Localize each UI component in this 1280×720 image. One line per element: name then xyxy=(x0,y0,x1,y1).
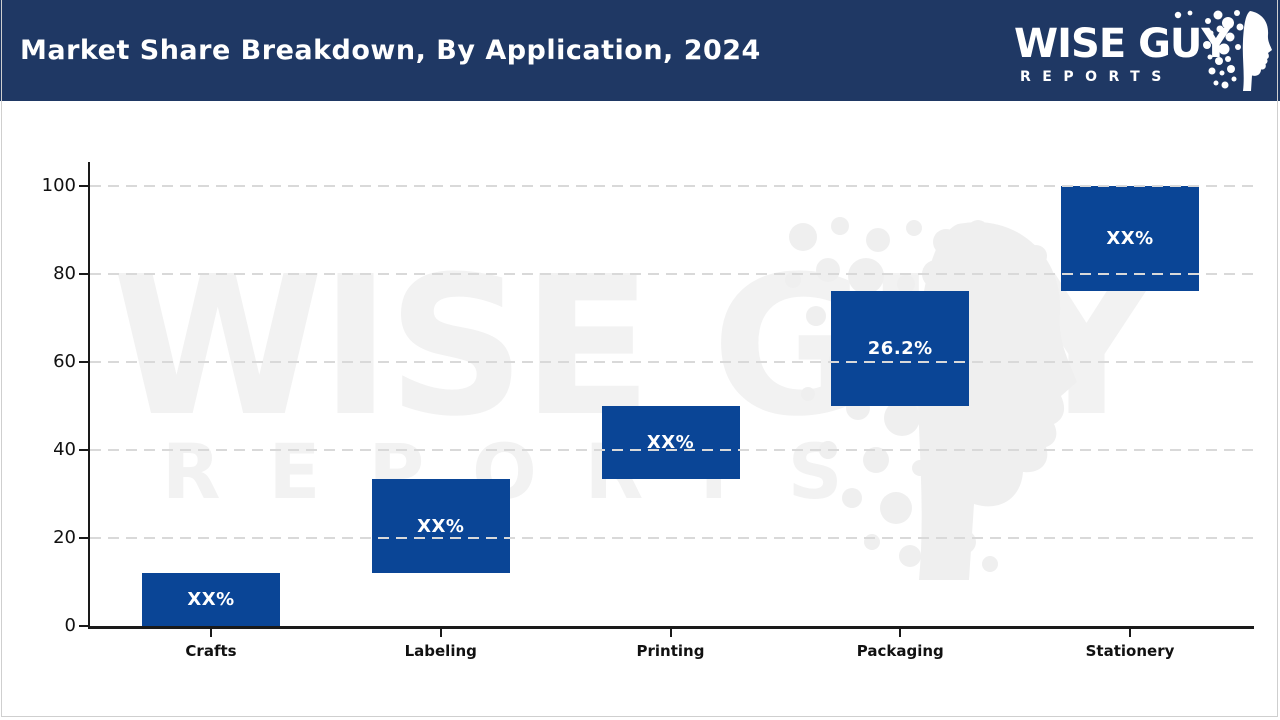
plot-area: 0 20 40 60 80 100 XX% Crafts XX% Labeling XX% Print… xyxy=(0,101,1280,720)
chart-title: Market Share Breakdown, By Application, … xyxy=(20,35,761,66)
x-tick-label-crafts: Crafts xyxy=(185,642,237,660)
bar-value-label: XX% xyxy=(417,515,465,537)
bar-labeling: XX% xyxy=(371,479,510,574)
x-tick-label-printing: Printing xyxy=(636,642,705,660)
bar-value-label: XX% xyxy=(646,432,695,454)
bar-packaging: 26.2% xyxy=(831,290,970,406)
bar-value-label: XX% xyxy=(1106,227,1154,249)
bar-value-label: XX% xyxy=(187,589,235,611)
y-tick-label: 80 xyxy=(53,263,76,284)
x-tick xyxy=(1129,629,1131,637)
x-tick xyxy=(439,629,442,637)
gridline xyxy=(90,449,1254,451)
y-tick-label: 40 xyxy=(53,439,76,460)
logo-subtitle: REPORTS xyxy=(1020,69,1173,85)
logo-face-profile xyxy=(1242,11,1272,91)
header-bar: Market Share Breakdown, By Application, … xyxy=(0,0,1280,101)
x-tick xyxy=(210,629,212,637)
y-tick xyxy=(79,273,88,275)
y-tick-label: 100 xyxy=(41,175,76,196)
gridline xyxy=(90,185,1254,187)
y-tick-label: 60 xyxy=(53,351,76,372)
y-tick-label: 0 xyxy=(64,615,76,636)
gridline xyxy=(90,361,1254,363)
y-axis-line xyxy=(88,162,90,628)
bar-stationery: XX% xyxy=(1061,186,1199,291)
x-tick xyxy=(899,629,902,637)
wise-guy-reports-logo: WISE GUY REPORTS xyxy=(1014,10,1272,91)
gridline xyxy=(90,273,1254,275)
x-axis-line xyxy=(88,626,1254,629)
y-tick xyxy=(79,625,88,627)
y-tick xyxy=(79,537,88,539)
gridline xyxy=(90,537,1254,539)
bar-printing: XX% xyxy=(601,406,740,480)
bar-crafts: XX% xyxy=(142,573,280,626)
y-tick xyxy=(79,185,88,187)
y-tick xyxy=(79,361,88,363)
x-tick-label-labeling: Labeling xyxy=(404,642,477,660)
logo-dot-cluster xyxy=(1203,10,1244,89)
x-tick-label-packaging: Packaging xyxy=(856,642,944,660)
x-tick xyxy=(669,629,672,637)
logo-wordmark: WISE GUY xyxy=(1014,21,1231,67)
y-tick-label: 20 xyxy=(53,527,76,548)
y-tick xyxy=(79,449,88,451)
bar-value-label: 26.2% xyxy=(867,337,933,359)
x-tick-label-stationery: Stationery xyxy=(1085,642,1175,660)
